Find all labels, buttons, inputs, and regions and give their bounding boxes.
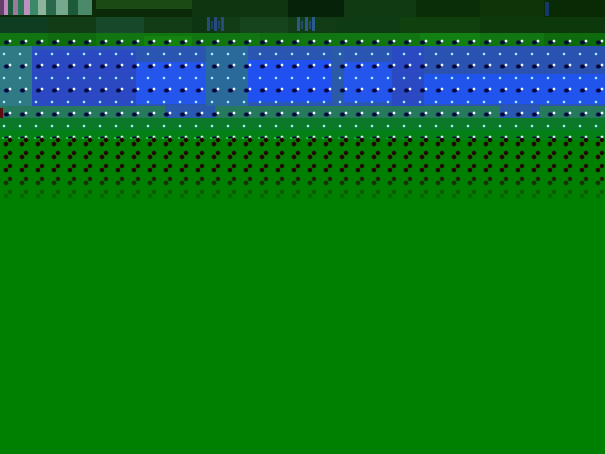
glitch-patch: [192, 0, 288, 17]
glitch-patch: [136, 62, 206, 104]
glitch-patch: [144, 36, 192, 46]
glitch-patch: [416, 0, 480, 17]
glitch-patch: [312, 17, 315, 31]
glitch-patch: [30, 0, 38, 15]
glitch-patch: [332, 46, 344, 112]
glitch-patch: [18, 0, 24, 15]
glitch-patch: [544, 0, 605, 17]
glitch-patch: [260, 33, 300, 46]
glitch-patch: [38, 0, 46, 15]
glitch-patch: [480, 17, 605, 33]
glitch-patch: [400, 17, 480, 33]
glitch-patch: [0, 0, 4, 15]
glitch-patch: [288, 0, 344, 17]
glitch-patch: [192, 17, 216, 33]
glitch-patch: [392, 46, 424, 112]
glitch-patch: [297, 17, 300, 31]
glitch-patch: [207, 17, 210, 31]
glitch-patch: [248, 60, 332, 102]
glitch-patch: [8, 0, 13, 15]
glitch-patch: [544, 33, 605, 46]
glitch-patch: [4, 0, 8, 15]
glitch-patch: [240, 17, 288, 33]
glitch-patch: [336, 17, 400, 33]
glitch-patch: [96, 0, 192, 9]
glitch-patch: [309, 21, 311, 29]
glitch-patch: [305, 17, 308, 31]
glitch-patch: [545, 2, 549, 16]
glitch-patch: [420, 33, 480, 46]
glitch-patch: [0, 130, 605, 140]
glitch-patch: [424, 46, 605, 74]
glitch-patch: [46, 0, 56, 15]
glitch-patch: [32, 50, 136, 112]
glitch-patch: [24, 0, 30, 15]
glitch-patch: [56, 0, 68, 15]
glitch-patch: [480, 0, 544, 17]
glitch-patch: [424, 74, 605, 104]
glitch-patch: [0, 17, 48, 33]
glitch-patch: [78, 0, 92, 15]
glitch-patch: [218, 21, 220, 29]
glitch-patch: [344, 0, 416, 17]
glitch-patch: [96, 17, 144, 33]
glitch-patch: [13, 0, 18, 15]
glitch-patch: [211, 21, 213, 29]
glitch-patch: [0, 108, 3, 118]
glitch-patch: [48, 33, 96, 46]
glitch-patch: [68, 0, 78, 15]
glitch-patch: [344, 62, 392, 102]
glitch-patch: [301, 21, 303, 29]
glitch-patch: [221, 17, 224, 31]
glitch-patch: [214, 17, 217, 31]
